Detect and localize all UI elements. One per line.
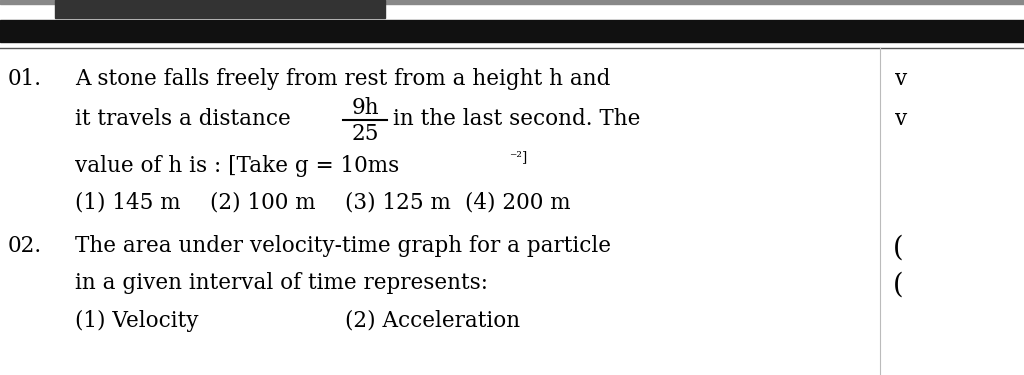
Text: (4) 200 m: (4) 200 m [465,192,570,214]
Bar [55,0,385,18]
Text: 01.: 01. [8,68,42,90]
Text: 25: 25 [351,123,379,145]
Text: (2) 100 m: (2) 100 m [210,192,315,214]
Text: 9h: 9h [351,97,379,119]
Text: (: ( [893,235,903,262]
Text: (3) 125 m: (3) 125 m [345,192,451,214]
Bar [0,20,1024,42]
Text: (1) Velocity: (1) Velocity [75,310,199,332]
Text: value of h is : [Take g = 10ms: value of h is : [Take g = 10ms [75,155,399,177]
Text: v: v [895,108,907,130]
Text: it travels a distance: it travels a distance [75,108,291,130]
Text: in a given interval of time represents:: in a given interval of time represents: [75,272,488,294]
Bar [0,0,1024,4]
Text: (1) 145 m: (1) 145 m [75,192,180,214]
Text: v: v [895,68,907,90]
Text: in the last second. The: in the last second. The [393,108,640,130]
Text: ⁻²]: ⁻²] [509,150,527,164]
Text: (2) Acceleration: (2) Acceleration [345,310,520,332]
Text: (: ( [893,272,903,299]
Text: The area under velocity-time graph for a particle: The area under velocity-time graph for a… [75,235,611,257]
Text: 02.: 02. [8,235,42,257]
Text: A stone falls freely from rest from a height h and: A stone falls freely from rest from a he… [75,68,610,90]
